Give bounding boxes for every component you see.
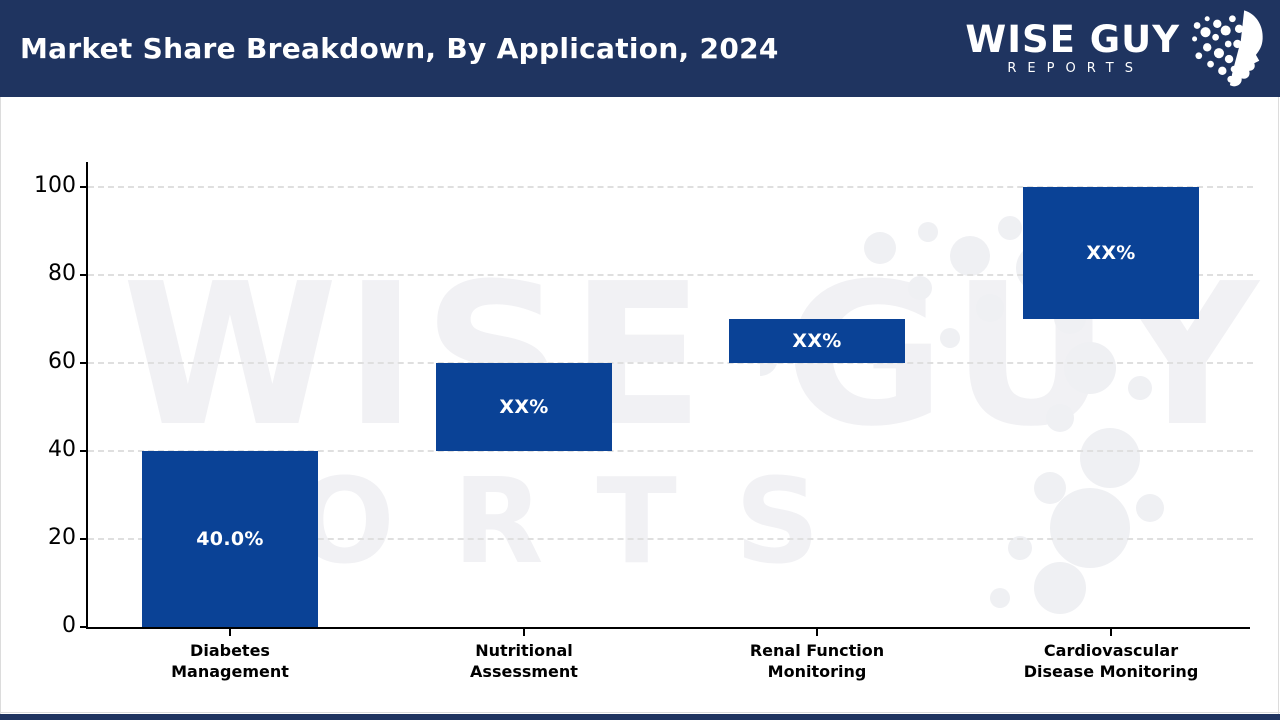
y-tick-label-80: 80 (48, 261, 76, 286)
brand-logo-text: WISE GUY REPORTS (965, 21, 1180, 76)
brand-subname: REPORTS (1007, 61, 1144, 76)
y-tick-mark-20 (80, 538, 88, 540)
y-tick-mark-80 (80, 274, 88, 276)
y-tick-mark-60 (80, 362, 88, 364)
y-tick-mark-0 (80, 626, 88, 628)
y-tick-mark-100 (80, 186, 88, 188)
x-category-label-nutritional-assessment: Nutritional Assessment (470, 641, 578, 682)
x-category-label-cardiovascular-disease-monitoring: Cardiovascular Disease Monitoring (1023, 641, 1199, 682)
x-tick-mark-diabetes-management (229, 629, 231, 636)
gridline-20 (88, 538, 1253, 540)
bar-nutritional-assessment: XX% (436, 363, 612, 451)
dotted-face-logo-icon (1192, 9, 1263, 86)
brand-name: WISE GUY (965, 18, 1180, 61)
page-title: Market Share Breakdown, By Application, … (20, 32, 779, 65)
gridline-80 (88, 274, 1253, 276)
gridline-40 (88, 450, 1253, 452)
header-band: Market Share Breakdown, By Application, … (0, 0, 1280, 97)
y-tick-label-40: 40 (48, 437, 76, 462)
x-axis-line (86, 627, 1250, 629)
y-tick-label-100: 100 (34, 173, 76, 198)
bar-value-label: XX% (792, 330, 842, 352)
x-tick-mark-cardiovascular-disease-monitoring (1110, 629, 1112, 636)
bar-cardiovascular-disease-monitoring: XX% (1023, 187, 1199, 319)
bar-value-label: 40.0% (196, 528, 264, 550)
x-category-label-diabetes-management: Diabetes Management (171, 641, 289, 682)
x-category-label-renal-function-monitoring: Renal Function Monitoring (749, 641, 885, 682)
x-tick-mark-nutritional-assessment (523, 629, 525, 636)
left-hairline (0, 97, 1, 714)
right-hairline (1278, 97, 1279, 714)
gridline-100 (88, 186, 1253, 188)
y-tick-label-0: 0 (62, 613, 76, 638)
bar-renal-function-monitoring: XX% (729, 319, 905, 363)
gridline-60 (88, 362, 1253, 364)
x-tick-mark-renal-function-monitoring (816, 629, 818, 636)
y-tick-label-20: 20 (48, 525, 76, 550)
y-tick-mark-40 (80, 450, 88, 452)
bar-value-label: XX% (1086, 242, 1136, 264)
footer-band (0, 714, 1280, 720)
bar-diabetes-management: 40.0% (142, 451, 318, 627)
y-tick-label-60: 60 (48, 349, 76, 374)
brand-logo: WISE GUY REPORTS (965, 7, 1266, 91)
y-axis-line (86, 162, 88, 629)
bar-value-label: XX% (499, 396, 549, 418)
bottom-hairline (0, 712, 1280, 713)
